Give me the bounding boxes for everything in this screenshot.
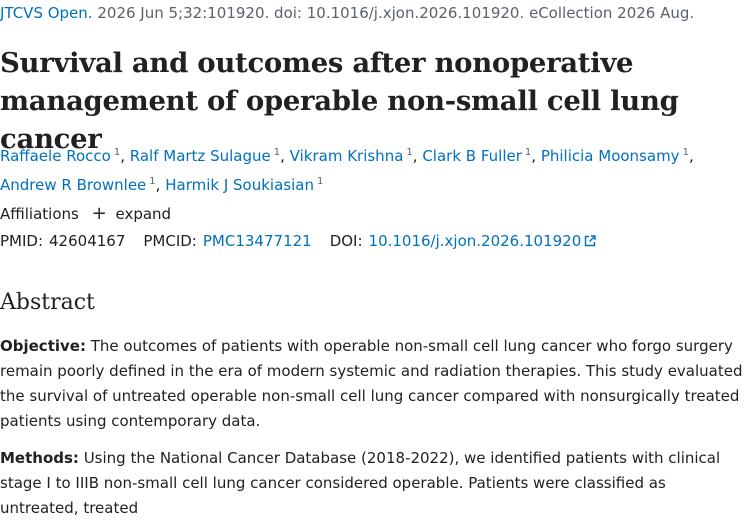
pmcid-link[interactable]: PMC13477121 [202, 232, 312, 250]
author-link[interactable]: Philicia Moonsamy [540, 147, 680, 165]
pmcid-label: PMCID: [143, 232, 197, 250]
affiliation-number[interactable]: 1 [149, 176, 156, 187]
affiliation-number[interactable]: 1 [406, 147, 413, 158]
affiliation-number[interactable]: 1 [682, 147, 689, 158]
pmid-value: 42604167 [49, 232, 126, 250]
expand-label: expand [115, 205, 172, 223]
author-item: Clark B Fuller 1, [422, 147, 537, 165]
methods-text: Using the National Cancer Database (2018… [0, 449, 721, 517]
affiliation-number[interactable]: 1 [316, 176, 324, 187]
affiliation-number[interactable]: 1 [113, 147, 121, 158]
author-list: Raffaele Rocco 1, Ralf Martz Sulague 1, Vi… [0, 140, 745, 198]
author-link[interactable]: Clark B Fuller [422, 147, 522, 165]
citation-details: 2026 Jun 5;32:101920. doi: 10.1016/j.xjo… [97, 4, 695, 22]
plus-icon: + [91, 203, 107, 224]
objective-label: Objective: [0, 337, 86, 355]
author-item: Vikram Krishna 1, [289, 147, 418, 165]
doi-value: 10.1016/j.xjon.2026.101920 [368, 232, 582, 250]
methods-label: Methods: [0, 449, 79, 467]
author-item: Harmik J Soukiasian 1 [165, 176, 323, 194]
author-item: Philicia Moonsamy 1, [540, 147, 694, 165]
abstract-heading: Abstract [0, 290, 95, 315]
affiliation-number[interactable]: 1 [273, 147, 281, 158]
author-item: Raffaele Rocco 1, [0, 147, 125, 165]
author-link[interactable]: Harmik J Soukiasian [165, 176, 314, 194]
affiliations-label: Affiliations [0, 205, 79, 223]
article-title: Survival and outcomes after nonoperative… [0, 47, 679, 155]
abstract-methods: Methods: Using the National Cancer Datab… [0, 446, 748, 521]
doi-link[interactable]: 10.1016/j.xjon.2026.101920 [369, 232, 597, 250]
author-link[interactable]: Raffaele Rocco [0, 147, 111, 165]
journal-link[interactable]: JTCVS Open. [0, 4, 93, 22]
author-link[interactable]: Vikram Krishna [289, 147, 404, 165]
author-item: Ralf Martz Sulague 1, [129, 147, 285, 165]
identifiers: PMID: 42604167 PMCID: PMC13477121 DOI: 10.101… [0, 232, 596, 250]
pmid-label: PMID: [0, 232, 44, 250]
affiliation-number[interactable]: 1 [524, 147, 532, 158]
citation-line: JTCVS Open. 2026 Jun 5;32:101920. doi: 1… [0, 4, 694, 22]
author-link[interactable]: Andrew R Brownlee [0, 176, 147, 194]
author-item: Andrew R Brownlee 1, [0, 176, 161, 194]
doi-label: DOI: [329, 232, 363, 250]
external-link-icon [585, 235, 596, 247]
abstract-objective: Objective: The outcomes of patients with… [0, 334, 748, 434]
objective-text: The outcomes of patients with operable n… [0, 337, 743, 430]
author-link[interactable]: Ralf Martz Sulague [129, 147, 271, 165]
affiliations-toggle[interactable]: Affiliations + expand [0, 203, 172, 224]
